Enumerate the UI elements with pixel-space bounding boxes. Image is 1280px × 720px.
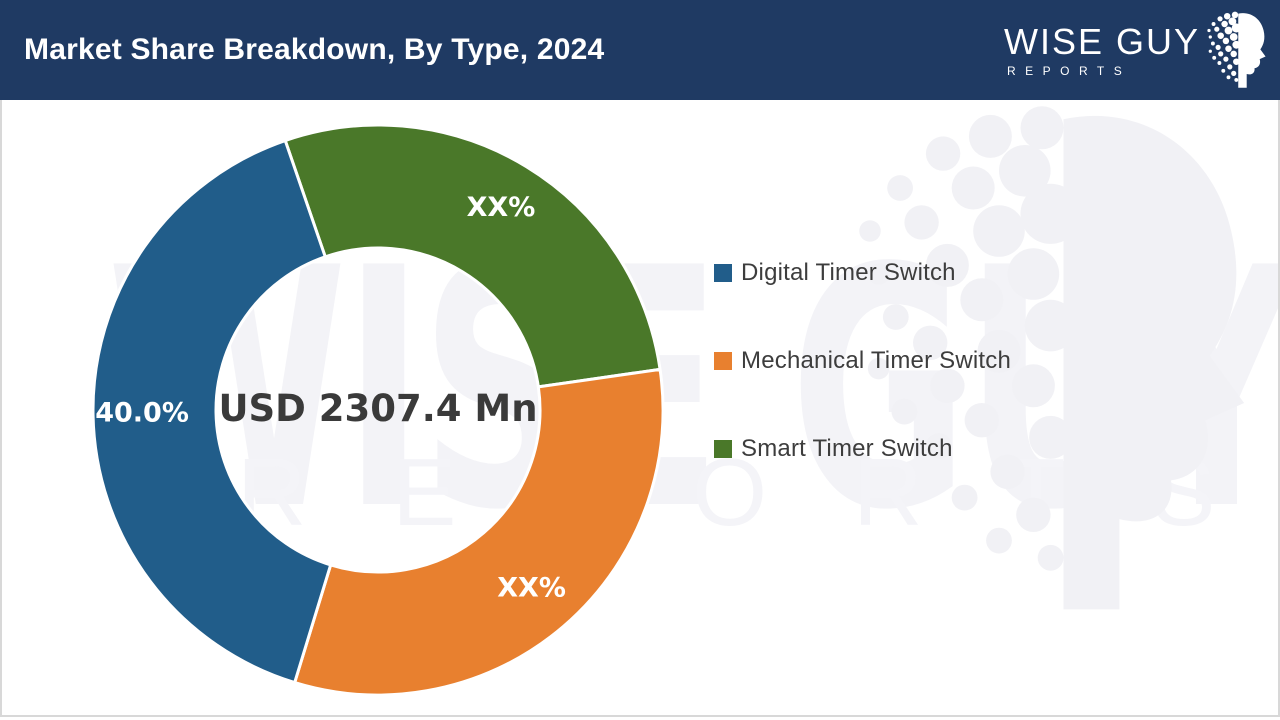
legend-item-mechanical-timer-switch: Mechanical Timer Switch xyxy=(714,347,1012,374)
page-title: Market Share Breakdown, By Type, 2024 xyxy=(24,33,605,66)
legend-item-smart-timer-switch: Smart Timer Switch xyxy=(714,435,1011,462)
donut-center-value: USD 2307.4 Mn xyxy=(218,387,537,430)
donut-chart: XX% XX% 40.0% USD 2307.4 Mn xyxy=(91,123,665,697)
donut-slice-label: 40.0% xyxy=(95,398,189,429)
header-bar: Market Share Breakdown, By Type, 2024 WI… xyxy=(0,0,1280,100)
brand-head-icon xyxy=(1207,11,1266,88)
brand-logo-subtitle: REPORTS xyxy=(1006,63,1132,78)
brand-logo-name: WISE GUY xyxy=(1003,20,1200,62)
donut-slice-label: XX% xyxy=(467,192,536,223)
legend-label: Digital Timer Switch xyxy=(741,259,956,286)
chart-card: WISE GUY REPORTS XX% XX% 40.0% USD 2307.4 … xyxy=(0,100,1280,717)
legend-swatch xyxy=(714,352,732,370)
legend-swatch xyxy=(714,264,732,282)
donut-labels: XX% XX% 40.0% xyxy=(95,192,566,604)
donut-slice-mechanical-timer-switch xyxy=(293,367,665,697)
brand-logo: WISE GUY REPORTS xyxy=(1004,10,1268,90)
donut-slices xyxy=(91,123,665,697)
donut-slice-label: XX% xyxy=(497,573,566,604)
legend-item-digital-timer-switch: Digital Timer Switch xyxy=(714,259,1011,286)
legend-swatch xyxy=(714,440,732,458)
chart-legend: Digital Timer Switch Mechanical Timer Sw… xyxy=(714,259,1012,524)
legend-label: Smart Timer Switch xyxy=(741,435,953,462)
donut-slice-digital-timer-switch xyxy=(91,139,333,685)
donut-slice-smart-timer-switch xyxy=(283,123,662,389)
legend-label: Mechanical Timer Switch xyxy=(741,347,1012,374)
